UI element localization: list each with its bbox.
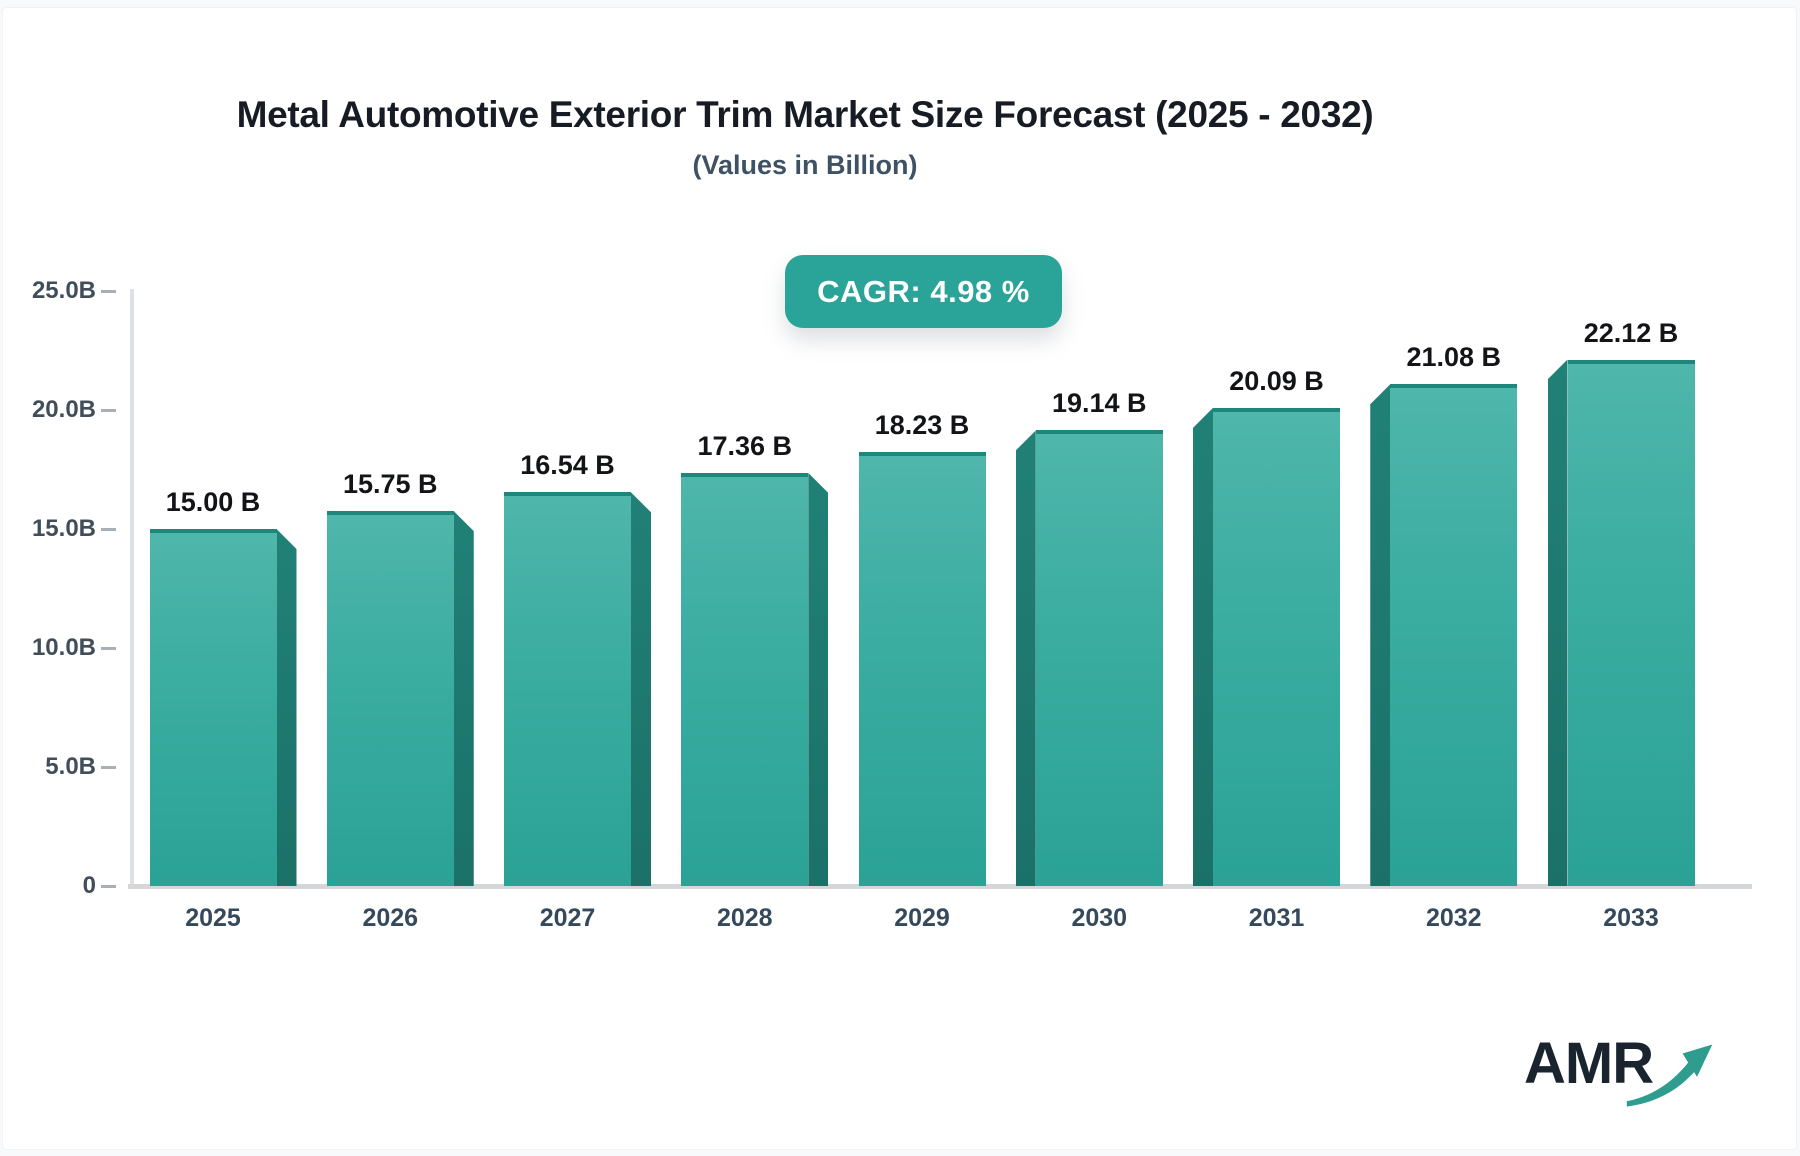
x-axis-label: 2029 bbox=[894, 903, 950, 932]
bar-2032: 21.08 B 2032 bbox=[1370, 342, 1518, 932]
y-axis-tick-mark bbox=[101, 527, 116, 531]
y-axis-tick-mark bbox=[101, 289, 116, 293]
page-subtitle: (Values in Billion) bbox=[692, 150, 918, 180]
amr-logo: AMR bbox=[1524, 1030, 1734, 1120]
bar-2031: 20.09 B 2031 bbox=[1193, 366, 1340, 932]
bar-side-3d bbox=[631, 492, 651, 886]
y-axis-tick-label: 5.0B bbox=[45, 753, 96, 780]
bar-side-3d bbox=[1370, 384, 1391, 886]
bar-value-label: 18.23 B bbox=[874, 410, 970, 441]
bar-value-label: 16.54 B bbox=[520, 450, 615, 481]
x-axis-label: 2031 bbox=[1248, 903, 1305, 932]
bar-face bbox=[858, 452, 986, 886]
bar-2025: 15.00 B 2025 bbox=[149, 487, 297, 932]
x-axis-label: 2026 bbox=[362, 903, 419, 932]
bar-side-3d bbox=[1015, 430, 1036, 886]
bar-face bbox=[1390, 384, 1518, 886]
bar-2029: 18.23 B 2029 bbox=[858, 410, 986, 932]
title-block: Metal Automotive Exterior Trim Market Si… bbox=[0, 0, 1610, 181]
y-axis-tick-label: 15.0B bbox=[31, 515, 96, 542]
y-axis-tick-mark bbox=[101, 765, 116, 769]
bar-value-label: 15.75 B bbox=[342, 469, 438, 500]
page-title: Metal Automotive Exterior Trim Market Si… bbox=[236, 94, 1374, 135]
bar-value-label: 15.00 B bbox=[165, 487, 261, 517]
y-axis-tick-label: 10.0B bbox=[31, 634, 96, 661]
bar-2028: 17.36 B 2028 bbox=[681, 431, 829, 932]
x-axis-label: 2030 bbox=[1071, 903, 1128, 932]
x-axis-label: 2032 bbox=[1425, 903, 1482, 932]
amr-logo-text: AMR bbox=[1524, 1031, 1654, 1096]
growth-arrow-icon bbox=[1626, 1044, 1713, 1107]
bar-2033: 22.12 B 2033 bbox=[1547, 318, 1695, 932]
x-axis-line bbox=[128, 884, 1752, 889]
bar-value-label: 17.36 B bbox=[697, 430, 793, 461]
bar-value-label: 19.14 B bbox=[1051, 388, 1147, 419]
bar-face bbox=[681, 472, 809, 886]
y-axis-line bbox=[130, 289, 134, 886]
y-axis-tick-label: 0 bbox=[82, 872, 96, 899]
bar-2027: 16.54 B 2027 bbox=[504, 450, 651, 932]
bar-side-3d bbox=[276, 529, 297, 886]
bar-face bbox=[149, 529, 277, 886]
y-axis-tick-mark bbox=[101, 646, 116, 650]
bar-value-label: 20.09 B bbox=[1229, 365, 1324, 396]
cagr-badge: CAGR: 4.98 % bbox=[785, 255, 1062, 328]
y-axis-tick-mark bbox=[101, 408, 116, 412]
y-axis-tick-label: 25.0B bbox=[31, 277, 96, 304]
bar-side-3d bbox=[1193, 407, 1213, 886]
bar-face bbox=[1213, 407, 1340, 886]
bar-side-3d bbox=[453, 511, 474, 886]
bar-value-label: 22.12 B bbox=[1583, 317, 1679, 348]
bar-face bbox=[1567, 359, 1695, 886]
bar-face bbox=[1035, 430, 1163, 886]
bar-side-3d bbox=[808, 472, 829, 886]
bar-side-3d bbox=[1547, 359, 1568, 886]
bar-2026: 15.75 B 2026 bbox=[326, 469, 474, 932]
bar-face bbox=[504, 492, 631, 886]
bar-face bbox=[326, 511, 454, 886]
x-axis-label: 2033 bbox=[1603, 903, 1659, 932]
bar-2030: 19.14 B 2030 bbox=[1015, 388, 1163, 932]
x-axis-label: 2028 bbox=[716, 903, 773, 932]
bar-value-label: 21.08 B bbox=[1406, 342, 1502, 373]
x-axis-label: 2025 bbox=[185, 904, 241, 932]
y-axis-tick-mark bbox=[101, 884, 116, 888]
x-axis-label: 2027 bbox=[539, 903, 596, 932]
y-axis-tick-label: 20.0B bbox=[31, 396, 96, 423]
